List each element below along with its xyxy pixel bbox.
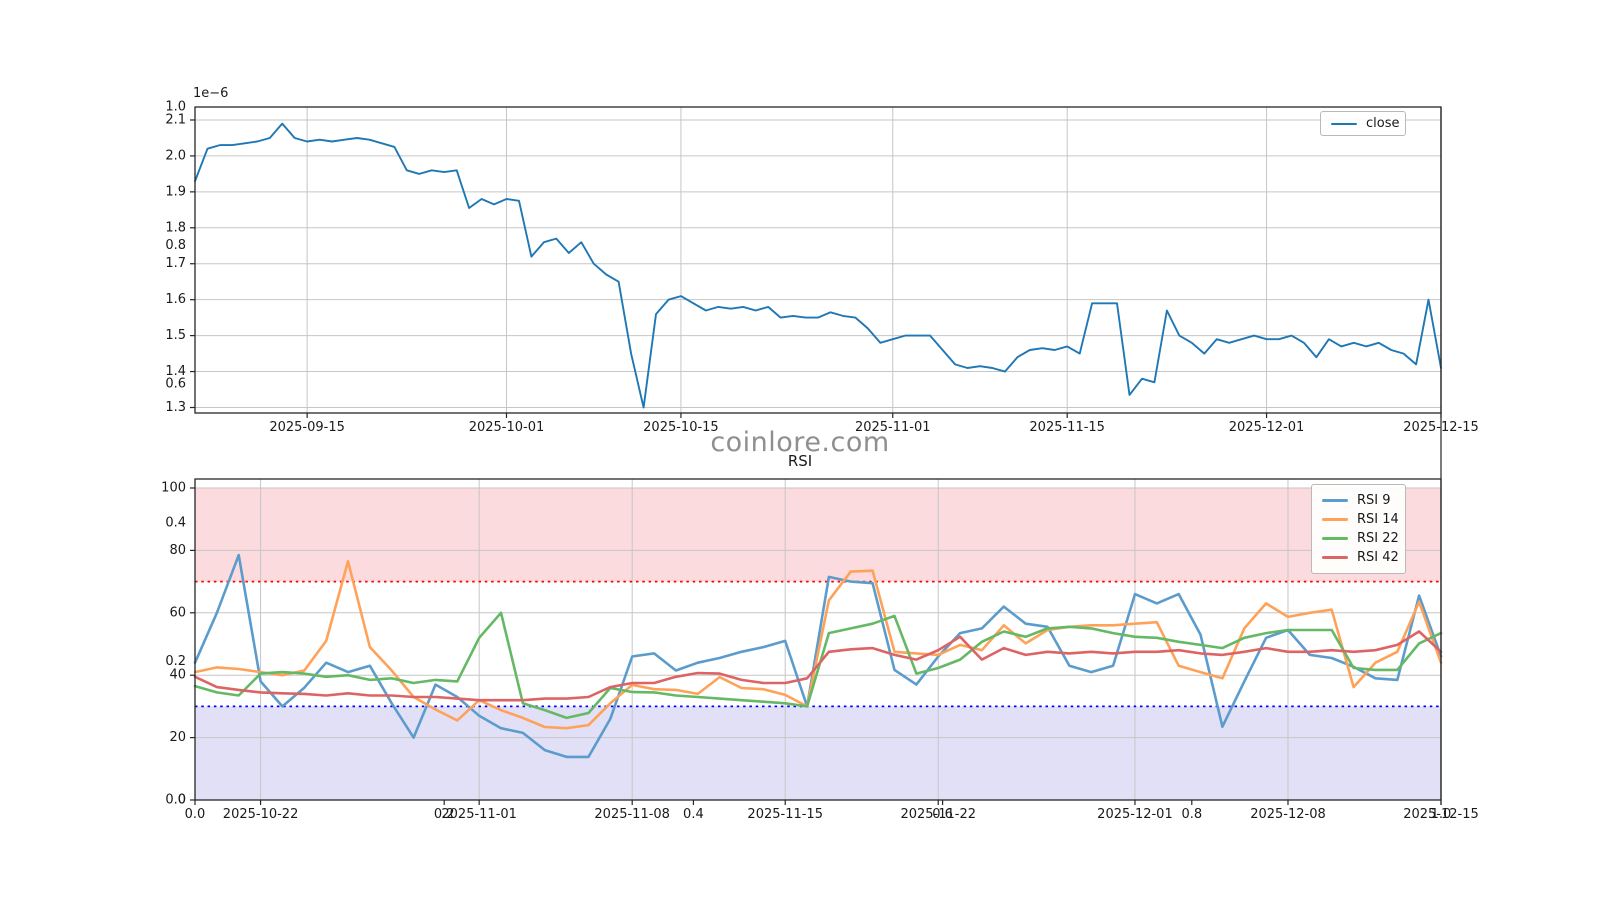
artifact-x-tick-label: 0.0 [185,807,206,822]
rsi-14-line-sample [1322,518,1348,521]
x-tick-label: 2025-10-22 [223,807,299,822]
y-tick-label: 40 [169,668,186,683]
rsi-chart: 2025-10-22 2025-11-01 2025-11-08 2025-11-15… [161,479,1479,822]
legend-item-rsi-9: RSI 9 [1322,491,1405,510]
price-legend: close [1320,111,1406,136]
x-tick-label: 2025-11-01 [855,420,931,435]
overbought-band [195,488,1441,582]
x-tick-label: 2025-12-01 [1229,420,1305,435]
y-tick-label: 1.4 [165,364,186,379]
y-tick-label: 1.7 [165,256,186,271]
y-tick-label: 80 [169,543,186,558]
rsi-42-line [193,630,1443,702]
artifact-y-tick-label: 0.0 [165,793,186,808]
y-tick-label: 2.1 [165,112,186,127]
oversold-band [195,706,1441,800]
x-tick-label: 2025-09-15 [269,420,345,435]
x-tick-label: 2025-11-15 [1029,420,1105,435]
artifact-y-tick-label: 1.0 [165,100,186,115]
y-tick-label: 1.3 [165,400,186,415]
x-tick-label: 2025-11-01 [441,807,517,822]
close-line [194,122,1442,409]
artifact-y-tick-label: 0.4 [165,515,186,530]
y-tick-label: 1.9 [165,184,186,199]
y-tick-label: 100 [161,481,186,496]
legend-item-rsi-14: RSI 14 [1322,510,1405,529]
y-tick-label: 20 [169,730,186,745]
rsi-9-line [193,553,1443,759]
y-tick-label: 1.5 [165,328,186,343]
y-tick-label: 0 [178,793,186,808]
x-tick-label: 2025-11-22 [900,807,976,822]
y-tick-label: 60 [169,605,186,620]
x-tick-label: 2025-12-08 [1250,807,1326,822]
artifact-x-tick-label: 0.8 [1181,807,1202,822]
artifact-y-tick-label: 0.2 [165,654,186,669]
rsi-22-line [193,611,1443,720]
legend-label-rsi-22: RSI 22 [1357,531,1399,546]
rsi-42-line-sample [1322,556,1348,559]
close-line-sample [1331,122,1357,125]
rsi-subplot-title: RSI [787,452,813,470]
x-tick-label: 2025-11-08 [594,807,670,822]
legend-label-rsi-9: RSI 9 [1357,493,1391,508]
artifact-x-tick-label: 0.4 [683,807,704,822]
watermark: coinlore.com [710,427,890,458]
legend-label-rsi-14: RSI 14 [1357,512,1399,527]
artifact-x-tick-label: 0.6 [932,807,953,822]
x-tick-label: 2025-11-15 [747,807,823,822]
artifact-x-tick-label: 1.0 [1431,807,1452,822]
x-tick-label: 2025-12-01 [1097,807,1173,822]
price-chart: 2025-09-15 2025-10-01 2025-10-15 2025-11-01… [165,107,1479,435]
price-chart-spines [194,106,1442,414]
y-tick-label: 1.8 [165,220,186,235]
y-tick-label: 1.6 [165,292,186,307]
artifact-x-tick-label: 0.2 [434,807,455,822]
rsi-legend: RSI 9 RSI 14 RSI 22 RSI 42 [1311,484,1406,574]
rsi-22-line-sample [1322,537,1348,540]
legend-label-rsi-42: RSI 42 [1357,550,1399,565]
x-tick-label: 2025-10-15 [643,420,719,435]
y-tick-label: 2.0 [165,148,186,163]
artifact-axis: 1.0 0.8 0.6 0.4 0.2 0.00.0 0.2 0.4 0.6 0.8 1.0 [165,100,1451,822]
legend-item-rsi-42: RSI 42 [1322,548,1405,567]
legend-item-rsi-22: RSI 22 [1322,529,1405,548]
x-tick-label: 2025-12-15 [1403,807,1479,822]
rsi-9-line-sample [1322,499,1348,502]
legend-label-close: close [1366,116,1400,131]
y-axis-offset-label: 1e−6 [193,86,229,101]
artifact-y-tick-label: 0.8 [165,238,186,253]
artifact-y-tick-label: 0.6 [165,377,186,392]
x-tick-label: 2025-10-01 [469,420,545,435]
